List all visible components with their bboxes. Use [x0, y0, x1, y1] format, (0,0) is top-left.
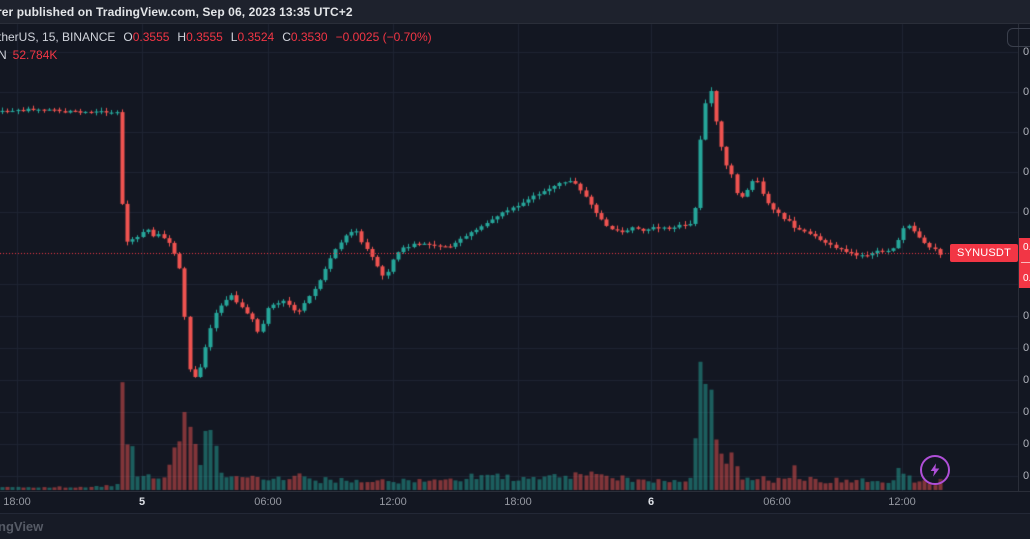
price-tick-label: 0.: [1023, 166, 1030, 178]
last-price-fragment: 0.: [1023, 242, 1030, 253]
price-tick-label: 0.: [1023, 46, 1030, 58]
attribution-text: rer published on TradingView.com, Sep 06…: [0, 4, 353, 19]
price-tick-label: 0.: [1023, 126, 1030, 138]
attribution-bar: rer published on TradingView.com, Sep 06…: [0, 0, 1030, 24]
legend-volume-row: N 52.784K: [0, 47, 432, 63]
price-tick-label: 0.: [1023, 438, 1030, 450]
countdown-fragment: 0.: [1023, 273, 1030, 284]
price-tick-label: 0.: [1023, 374, 1030, 386]
price-tick-label: 0.: [1023, 470, 1030, 482]
time-tick-label: 5: [138, 496, 146, 508]
price-tick-label: 0.: [1023, 86, 1030, 98]
tradingview-watermark[interactable]: ngView: [0, 519, 44, 534]
time-tick-label: 06:00: [254, 496, 282, 508]
lightning-button[interactable]: [920, 455, 950, 485]
price-box-divider: [1021, 262, 1030, 263]
time-tick-label: 12:00: [888, 496, 916, 508]
time-tick-label: 6: [647, 496, 655, 508]
time-axis[interactable]: 18:00 5 06:00 12:00 18:00 6 06:00 12:00: [0, 491, 1030, 513]
ohlc-open: O0.3555: [123, 30, 170, 44]
chart-legend: therUS, 15, BINANCE O0.3555 H0.3555 L0.3…: [0, 29, 432, 63]
price-tick-label: 0.: [1023, 206, 1030, 218]
ohlc-close: C0.3530: [282, 30, 328, 44]
change-value: −0.0025 (−0.70%): [335, 30, 432, 44]
lightning-icon: [930, 463, 940, 477]
volume-label: N: [0, 48, 7, 62]
price-tick-label: 0.: [1023, 310, 1030, 322]
price-axis[interactable]: 0. 0. 0.0.0.0.0.0.0.0.0.0.0.0.: [1018, 24, 1030, 491]
volume-value: 52.784K: [12, 48, 58, 62]
ohlc-low: L0.3524: [230, 30, 275, 44]
price-line-symbol-label: SYNUSDT: [950, 244, 1018, 262]
ohlc-high: H0.3555: [177, 30, 223, 44]
bottom-bar: ngView: [0, 513, 1030, 539]
price-tick-label: 0.: [1023, 342, 1030, 354]
time-tick-label: 12:00: [379, 496, 407, 508]
time-tick-label: 18:00: [504, 496, 532, 508]
time-tick-label: 06:00: [763, 496, 791, 508]
price-tick-label: 0.: [1023, 406, 1030, 418]
toolbar-button-partial[interactable]: [1007, 28, 1030, 47]
time-tick-label: 18:00: [3, 496, 31, 508]
legend-symbol-row: therUS, 15, BINANCE O0.3555 H0.3555 L0.3…: [0, 29, 432, 45]
symbol-description[interactable]: therUS, 15, BINANCE: [0, 30, 116, 44]
last-price-box: 0. 0.: [1019, 238, 1030, 288]
